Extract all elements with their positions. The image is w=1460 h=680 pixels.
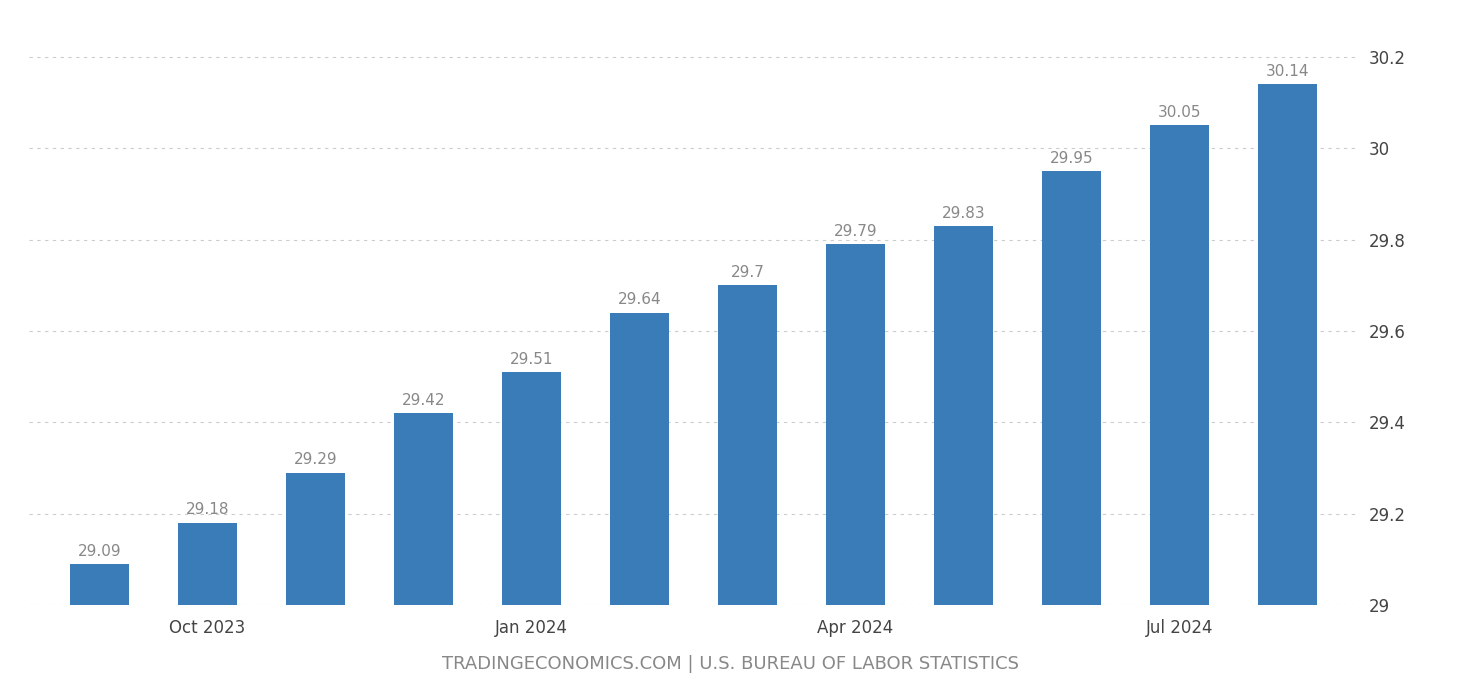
- Bar: [1150, 126, 1209, 680]
- Bar: [502, 372, 561, 680]
- Bar: [1259, 84, 1317, 680]
- Bar: [286, 473, 345, 680]
- Bar: [610, 313, 669, 680]
- Text: 29.29: 29.29: [293, 452, 337, 467]
- Text: 29.09: 29.09: [77, 543, 121, 558]
- Bar: [70, 564, 128, 680]
- Bar: [826, 244, 885, 680]
- Bar: [718, 286, 777, 680]
- Text: 29.51: 29.51: [510, 352, 553, 367]
- Text: 29.18: 29.18: [185, 503, 229, 517]
- Text: 29.83: 29.83: [942, 205, 986, 220]
- Bar: [934, 226, 993, 680]
- Text: 30.05: 30.05: [1158, 105, 1202, 120]
- Bar: [394, 413, 453, 680]
- Text: 29.79: 29.79: [834, 224, 877, 239]
- Text: 29.64: 29.64: [618, 292, 661, 307]
- Text: 30.14: 30.14: [1266, 64, 1310, 79]
- Bar: [178, 523, 237, 680]
- Text: 29.42: 29.42: [402, 393, 445, 408]
- Text: 29.7: 29.7: [730, 265, 765, 280]
- Bar: [1042, 171, 1101, 680]
- Text: TRADINGECONOMICS.COM | U.S. BUREAU OF LABOR STATISTICS: TRADINGECONOMICS.COM | U.S. BUREAU OF LA…: [441, 656, 1019, 673]
- Text: 29.95: 29.95: [1050, 151, 1094, 166]
